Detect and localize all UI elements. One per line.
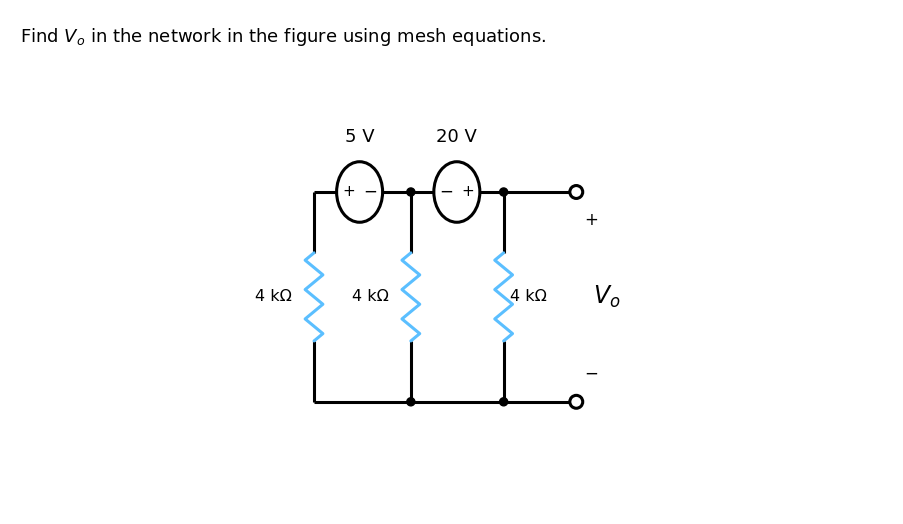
Text: −: − (583, 365, 598, 383)
Circle shape (406, 188, 414, 196)
Text: +: + (461, 184, 474, 200)
Text: 4 kΩ: 4 kΩ (255, 289, 292, 304)
Text: +: + (342, 184, 355, 200)
Text: $V_o$: $V_o$ (592, 284, 620, 310)
Text: +: + (583, 211, 598, 229)
Circle shape (569, 395, 582, 408)
Text: −: − (438, 183, 452, 201)
Circle shape (406, 398, 414, 406)
Text: Find $V_o$ in the network in the figure using mesh equations.: Find $V_o$ in the network in the figure … (20, 26, 545, 48)
Text: 4 kΩ: 4 kΩ (351, 289, 388, 304)
Circle shape (499, 398, 507, 406)
Text: 4 kΩ: 4 kΩ (509, 289, 546, 304)
Text: 5 V: 5 V (344, 127, 374, 146)
Circle shape (499, 188, 507, 196)
Text: −: − (363, 183, 377, 201)
Circle shape (569, 185, 582, 199)
Text: 20 V: 20 V (436, 127, 477, 146)
